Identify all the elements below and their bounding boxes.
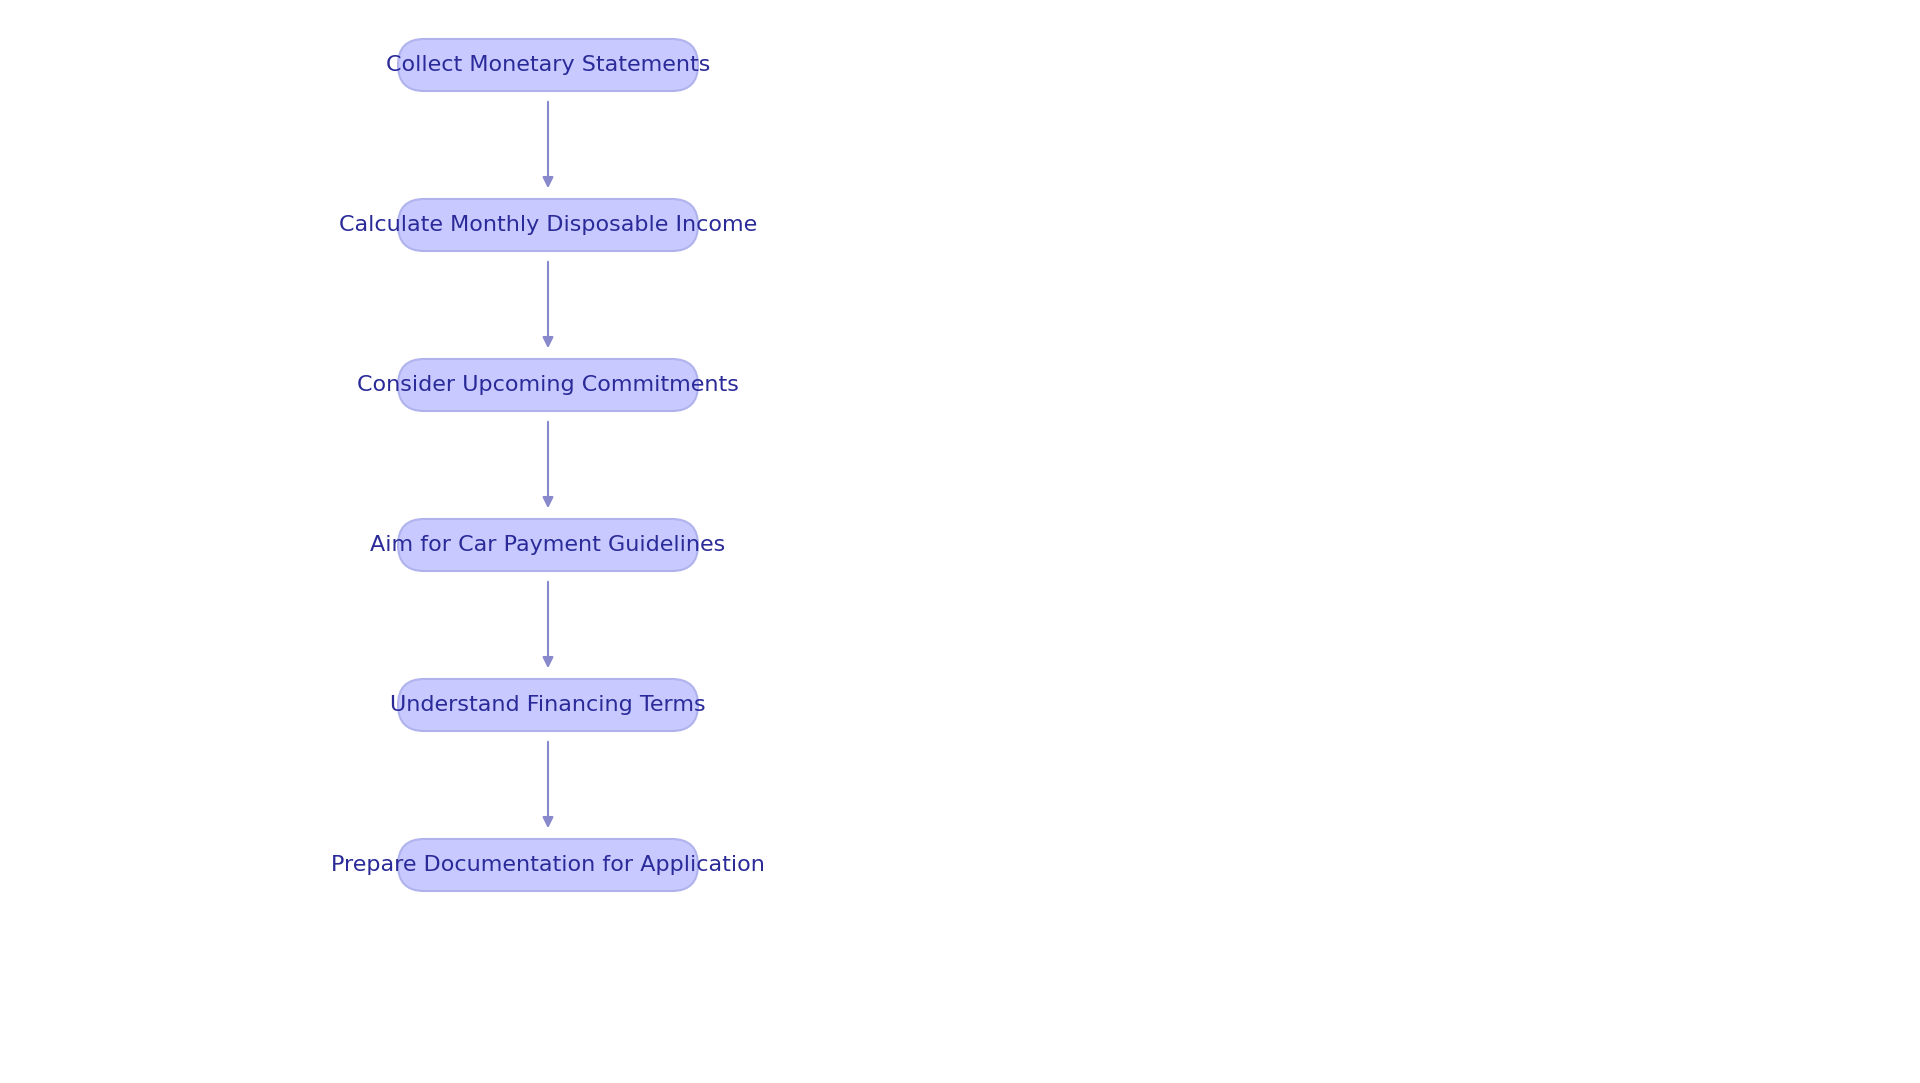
Text: Calculate Monthly Disposable Income: Calculate Monthly Disposable Income <box>338 216 756 235</box>
Text: Consider Upcoming Commitments: Consider Upcoming Commitments <box>357 375 739 395</box>
FancyBboxPatch shape <box>397 679 699 731</box>
Text: Collect Monetary Statements: Collect Monetary Statements <box>386 55 710 75</box>
Text: Prepare Documentation for Application: Prepare Documentation for Application <box>330 854 764 875</box>
FancyBboxPatch shape <box>397 358 699 412</box>
FancyBboxPatch shape <box>397 839 699 891</box>
FancyBboxPatch shape <box>397 519 699 571</box>
Text: Aim for Car Payment Guidelines: Aim for Car Payment Guidelines <box>371 535 726 554</box>
Text: Understand Financing Terms: Understand Financing Terms <box>390 695 707 715</box>
FancyBboxPatch shape <box>397 39 699 91</box>
FancyBboxPatch shape <box>397 199 699 251</box>
